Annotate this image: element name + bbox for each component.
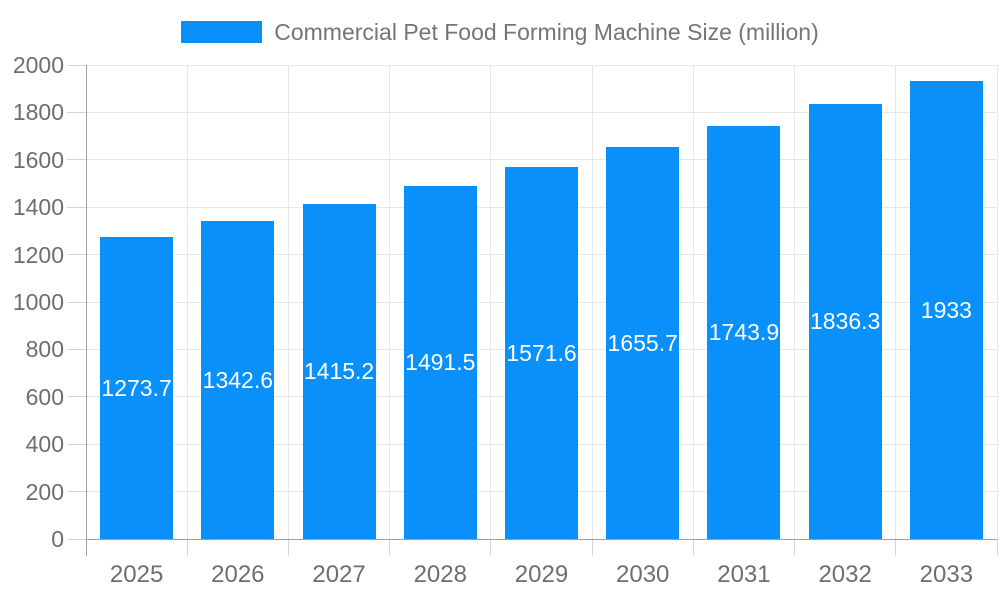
y-axis-label: 1800	[12, 99, 64, 126]
v-gridline	[186, 65, 188, 539]
x-tick	[895, 539, 897, 556]
y-tick	[67, 159, 86, 161]
x-axis-label: 2027	[312, 561, 366, 588]
y-axis-label: 1600	[12, 146, 64, 173]
y-tick	[67, 396, 86, 398]
v-gridline	[996, 65, 998, 539]
h-gridline	[86, 159, 997, 161]
y-tick	[67, 348, 86, 350]
bar-2027[interactable]: 1415.2	[302, 203, 376, 539]
x-tick	[591, 539, 593, 556]
y-tick	[67, 491, 86, 493]
x-tick	[490, 539, 492, 556]
y-tick	[67, 111, 86, 113]
bar-2031[interactable]: 1743.9	[707, 125, 781, 539]
x-axis-line	[86, 538, 997, 540]
v-gridline	[389, 65, 391, 539]
y-tick	[67, 538, 86, 540]
bar-value-label: 1491.5	[405, 349, 476, 376]
x-axis-label: 2028	[413, 561, 467, 588]
v-gridline	[794, 65, 796, 539]
y-axis-label: 0	[51, 526, 64, 552]
bar-value-label: 1273.7	[101, 375, 172, 402]
bar-2033[interactable]: 1933	[909, 80, 983, 539]
bar-value-label: 1571.6	[506, 339, 577, 366]
x-tick	[389, 539, 391, 556]
bar-value-label: 1743.9	[708, 319, 780, 346]
h-gridline	[86, 111, 997, 113]
x-axis-label: 2033	[919, 561, 974, 588]
x-axis-label: 2032	[818, 561, 872, 588]
chart-legend[interactable]: Commercial Pet Food Forming Machine Size…	[0, 19, 1000, 45]
y-axis-label: 1400	[12, 194, 64, 221]
x-tick	[186, 539, 188, 556]
chart-title: Commercial Pet Food Forming Machine Size…	[274, 19, 819, 45]
y-axis-label: 200	[25, 478, 64, 505]
bar-2028[interactable]: 1491.5	[403, 185, 477, 539]
bar-2030[interactable]: 1655.7	[606, 146, 680, 539]
x-tick	[996, 539, 998, 556]
x-tick	[287, 539, 289, 556]
v-gridline	[895, 65, 897, 539]
bar-value-label: 1933	[920, 296, 972, 323]
x-axis-label: 2026	[211, 561, 265, 588]
bar-value-label: 1836.3	[809, 308, 881, 335]
bar-2025[interactable]: 1273.7	[100, 237, 174, 539]
x-axis-label: 2025	[109, 561, 164, 588]
v-gridline	[692, 65, 694, 539]
y-tick	[67, 206, 86, 208]
x-axis-label: 2029	[514, 561, 569, 588]
bar-2032[interactable]: 1836.3	[808, 103, 882, 539]
y-axis-label: 1000	[12, 289, 64, 315]
x-axis-label: 2030	[616, 561, 670, 588]
y-axis-line	[85, 65, 87, 556]
y-axis-label: 1200	[12, 241, 64, 268]
y-axis-label: 2000	[12, 52, 64, 78]
y-tick	[67, 301, 86, 303]
v-gridline	[490, 65, 492, 539]
v-gridline	[591, 65, 593, 539]
y-tick	[67, 254, 86, 256]
y-axis-label: 800	[25, 336, 64, 363]
y-axis-label: 600	[25, 383, 64, 410]
y-tick	[67, 443, 86, 445]
x-tick	[692, 539, 694, 556]
bar-value-label: 1342.6	[202, 366, 274, 393]
h-gridline	[86, 64, 997, 66]
x-tick	[794, 539, 796, 556]
bar-2026[interactable]: 1342.6	[201, 220, 275, 539]
y-tick	[67, 64, 86, 66]
v-gridline	[287, 65, 289, 539]
bar-2029[interactable]: 1571.6	[505, 166, 578, 539]
bar-value-label: 1655.7	[607, 329, 678, 356]
bar-value-label: 1415.2	[303, 358, 375, 385]
x-axis-label: 2031	[717, 561, 771, 588]
legend-swatch	[181, 21, 263, 43]
y-axis-label: 400	[25, 431, 64, 458]
